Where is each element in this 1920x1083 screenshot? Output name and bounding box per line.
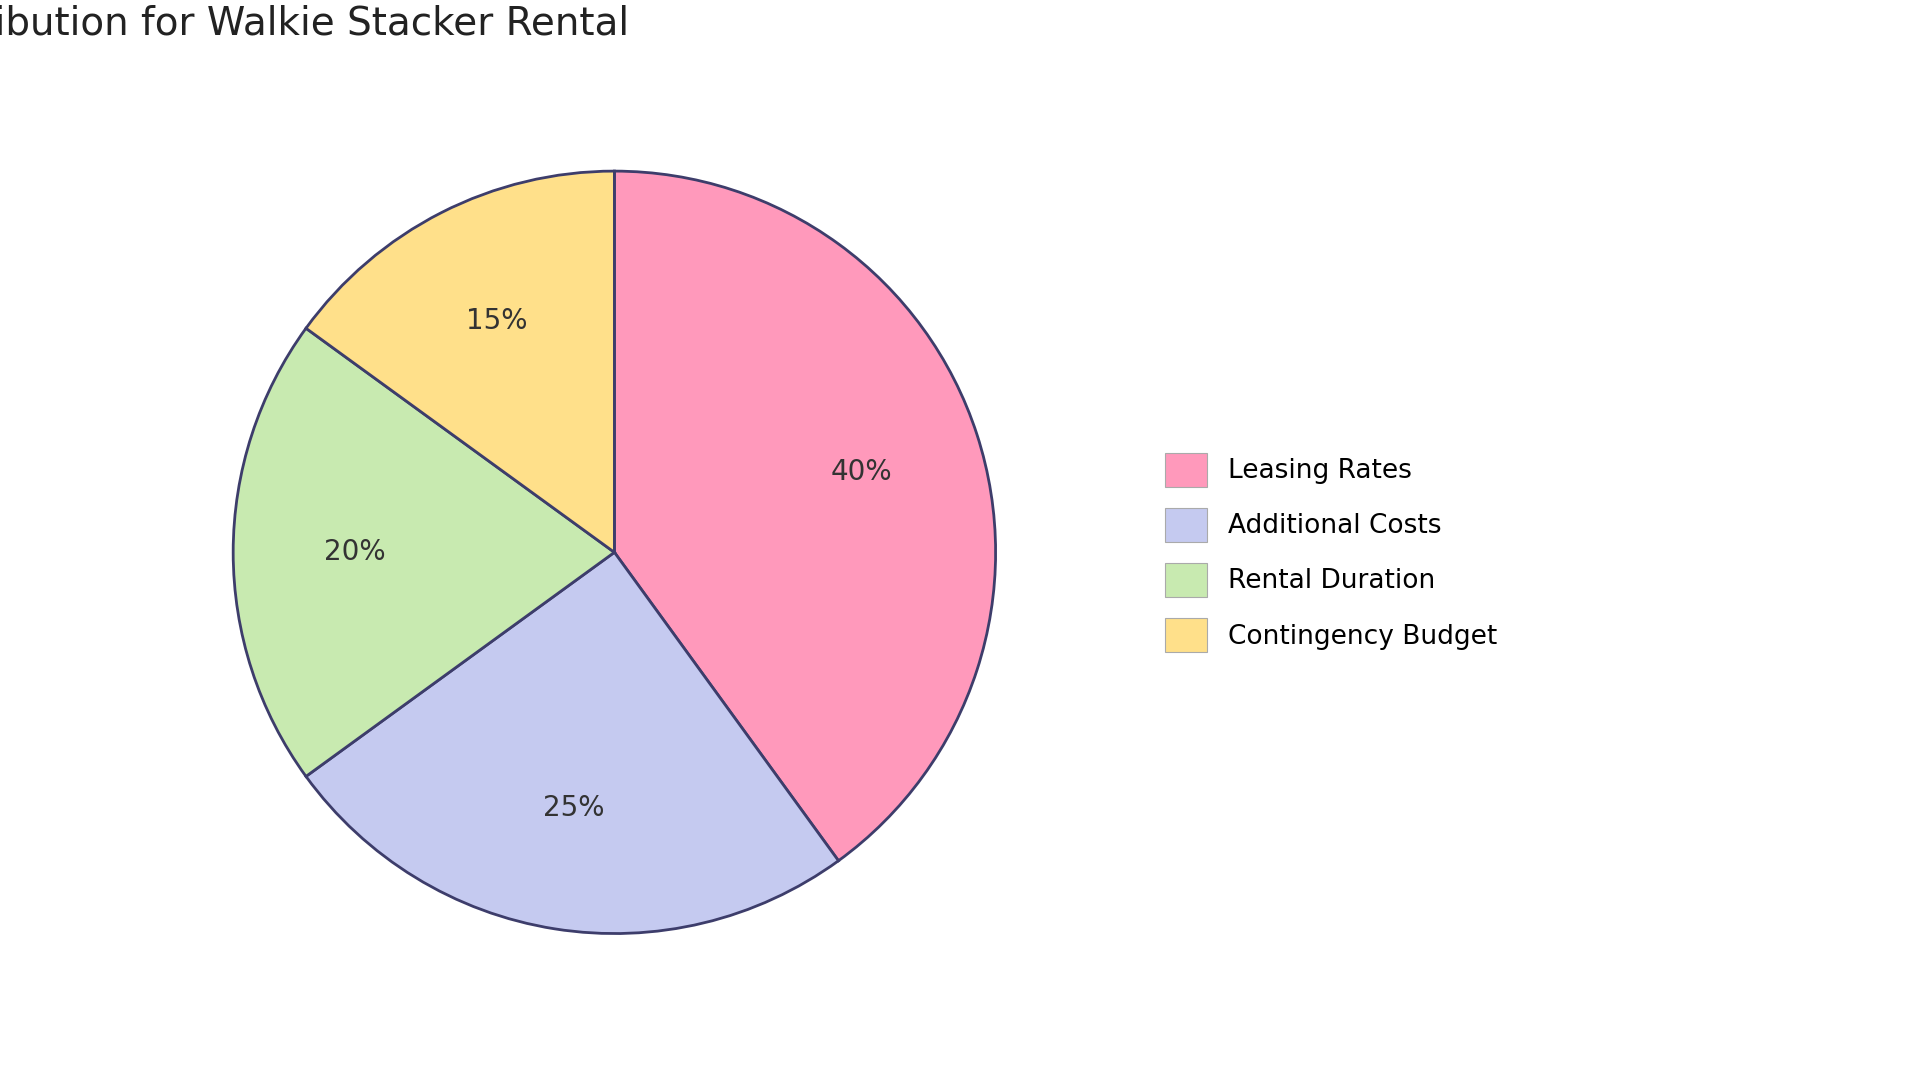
Wedge shape (305, 171, 614, 552)
Wedge shape (305, 552, 839, 934)
Legend: Leasing Rates, Additional Costs, Rental Duration, Contingency Budget: Leasing Rates, Additional Costs, Rental … (1152, 440, 1511, 665)
Text: 25%: 25% (543, 794, 605, 822)
Text: 40%: 40% (829, 458, 891, 486)
Text: 15%: 15% (467, 308, 528, 336)
Wedge shape (232, 328, 614, 777)
Text: 20%: 20% (324, 538, 386, 566)
Text: Cost Distribution for Walkie Stacker Rental: Cost Distribution for Walkie Stacker Ren… (0, 4, 630, 42)
Wedge shape (614, 171, 996, 861)
